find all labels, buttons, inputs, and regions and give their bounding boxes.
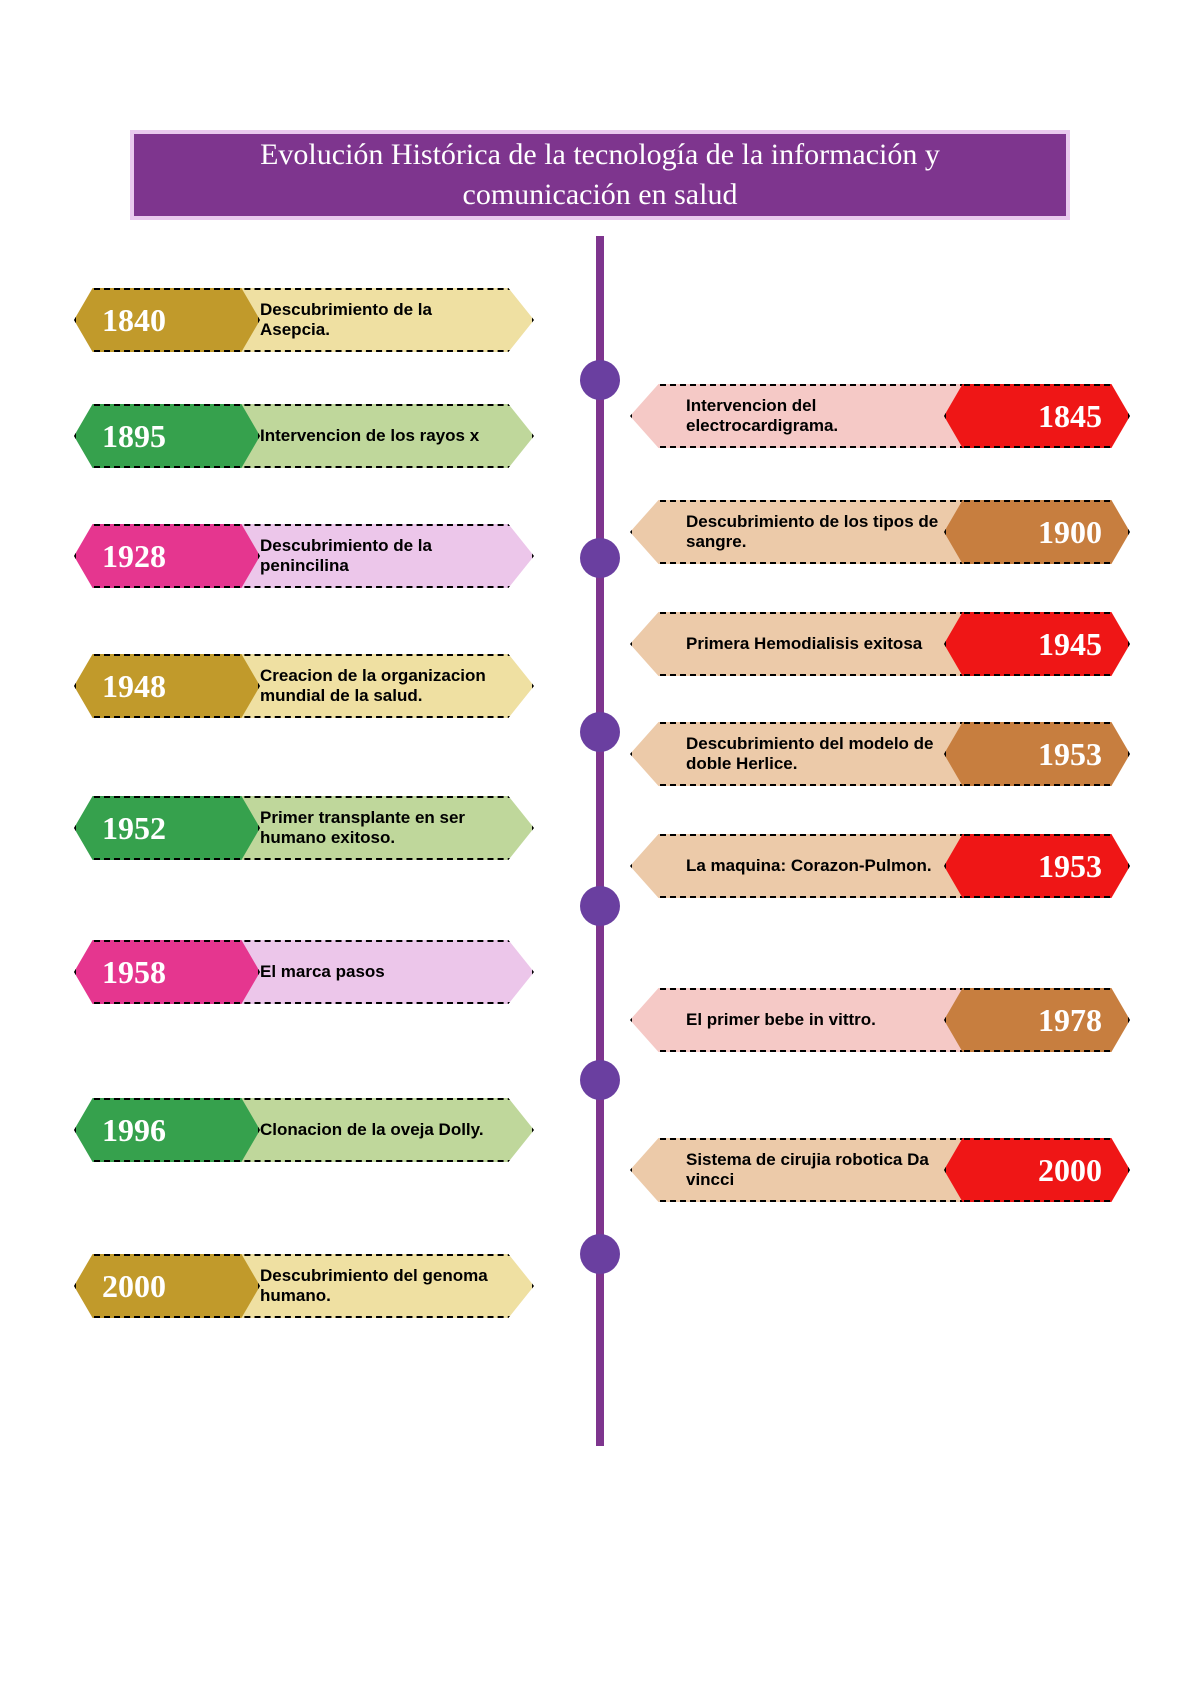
timeline-entry-left: Clonacion de la oveja Dolly. 1996 <box>74 1098 534 1162</box>
timeline-year-badge: 1953 <box>944 834 1130 898</box>
timeline-year-badge: 2000 <box>74 1254 260 1318</box>
timeline-year-badge: 1996 <box>74 1098 260 1162</box>
timeline-entry-text: Clonacion de la oveja Dolly. <box>214 1098 534 1162</box>
timeline-entry-text: El primer bebe in vittro. <box>630 988 986 1052</box>
timeline-year: 1948 <box>102 668 166 705</box>
timeline-entry-text: El marca pasos <box>214 940 534 1004</box>
timeline-year-badge: 1928 <box>74 524 260 588</box>
timeline-entry-text: Descubrimiento de la Asepcia. <box>214 288 534 352</box>
timeline-year: 1840 <box>102 302 166 339</box>
timeline-entry-right: Descubrimiento de los tipos de sangre. 19… <box>630 500 1130 564</box>
timeline-year: 1996 <box>102 1112 166 1149</box>
timeline-year-badge: 1958 <box>74 940 260 1004</box>
timeline-entry-text: Descubrimiento de los tipos de sangre. <box>630 500 986 564</box>
timeline-entry-left: El marca pasos 1958 <box>74 940 534 1004</box>
timeline-year-badge: 1840 <box>74 288 260 352</box>
timeline-year: 1895 <box>102 418 166 455</box>
timeline-year: 1945 <box>1038 626 1102 663</box>
timeline-entry-right: La maquina: Corazon-Pulmon. 1953 <box>630 834 1130 898</box>
timeline-node <box>580 1234 620 1274</box>
timeline-year: 1953 <box>1038 736 1102 773</box>
timeline-entry-right: Primera Hemodialisis exitosa 1945 <box>630 612 1130 676</box>
timeline-year-badge: 1953 <box>944 722 1130 786</box>
timeline-entry-right: Intervencion del electrocardigrama. 1845 <box>630 384 1130 448</box>
page-title: Evolución Histórica de la tecnología de … <box>130 130 1070 220</box>
timeline-entry-text: Sistema de cirujia robotica Da vincci <box>630 1138 986 1202</box>
timeline-entry-right: El primer bebe in vittro. 1978 <box>630 988 1130 1052</box>
timeline-entry-text: Intervencion de los rayos x <box>214 404 534 468</box>
timeline-entry-text: Descubrimiento del modelo de doble Herli… <box>630 722 986 786</box>
timeline-entry-left: Descubrimiento de la Asepcia. 1840 <box>74 288 534 352</box>
timeline-year-badge: 1948 <box>74 654 260 718</box>
timeline-year-badge: 1978 <box>944 988 1130 1052</box>
timeline-entry-text: La maquina: Corazon-Pulmon. <box>630 834 986 898</box>
timeline-entry-text: Creacion de la organizacion mundial de l… <box>214 654 534 718</box>
timeline-entry-text: Descubrimiento del genoma humano. <box>214 1254 534 1318</box>
timeline-year: 1845 <box>1038 398 1102 435</box>
timeline-year: 1900 <box>1038 514 1102 551</box>
timeline-year-badge: 1895 <box>74 404 260 468</box>
timeline-entry-left: Descubrimiento de la penincilina 1928 <box>74 524 534 588</box>
timeline-year-badge: 1945 <box>944 612 1130 676</box>
timeline-node <box>580 538 620 578</box>
timeline-year: 1958 <box>102 954 166 991</box>
timeline-entry-text: Intervencion del electrocardigrama. <box>630 384 986 448</box>
timeline-year-badge: 1900 <box>944 500 1130 564</box>
timeline-year: 1978 <box>1038 1002 1102 1039</box>
timeline-entry-text: Primera Hemodialisis exitosa <box>630 612 986 676</box>
timeline-entry-left: Descubrimiento del genoma humano. 2000 <box>74 1254 534 1318</box>
timeline-node <box>580 360 620 400</box>
timeline-entry-right: Sistema de cirujia robotica Da vincci 200… <box>630 1138 1130 1202</box>
timeline-entry-text: Primer transplante en ser humano exitoso… <box>214 796 534 860</box>
timeline-year-badge: 2000 <box>944 1138 1130 1202</box>
timeline-year-badge: 1845 <box>944 384 1130 448</box>
timeline-entry-left: Creacion de la organizacion mundial de l… <box>74 654 534 718</box>
timeline-year: 2000 <box>1038 1152 1102 1189</box>
timeline-year: 1953 <box>1038 848 1102 885</box>
timeline-entry-left: Primer transplante en ser humano exitoso… <box>74 796 534 860</box>
timeline-node <box>580 886 620 926</box>
timeline-node <box>580 712 620 752</box>
timeline-year: 2000 <box>102 1268 166 1305</box>
timeline-entry-right: Descubrimiento del modelo de doble Herli… <box>630 722 1130 786</box>
timeline-entry-left: Intervencion de los rayos x 1895 <box>74 404 534 468</box>
timeline-year-badge: 1952 <box>74 796 260 860</box>
timeline-entry-text: Descubrimiento de la penincilina <box>214 524 534 588</box>
timeline-node <box>580 1060 620 1100</box>
timeline-year: 1952 <box>102 810 166 847</box>
timeline-year: 1928 <box>102 538 166 575</box>
